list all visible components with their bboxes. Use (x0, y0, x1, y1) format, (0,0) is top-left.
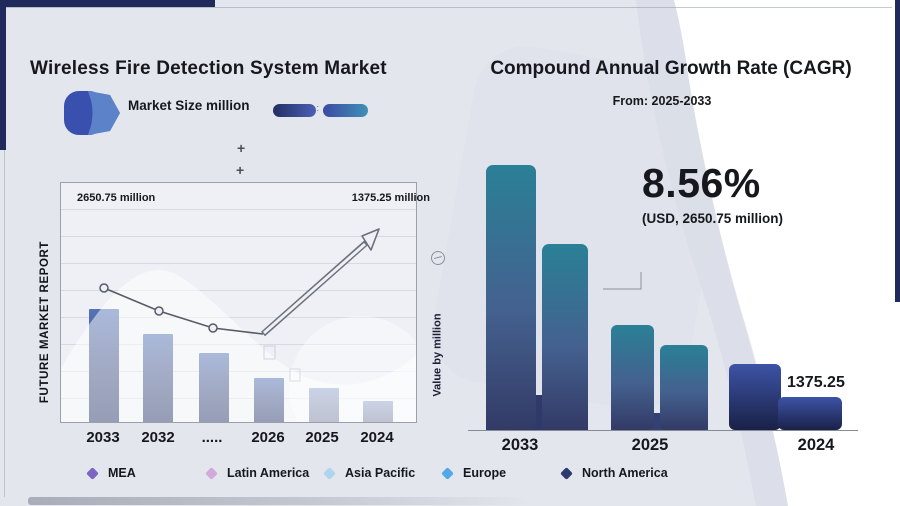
europe-diamond-icon (441, 466, 454, 480)
legend-item-europe: Europe (441, 466, 507, 480)
cagr-value: 8.56% (642, 160, 761, 206)
future-market-report-watermark: FUTURE MARKET REPORT (39, 240, 51, 404)
page-title: Wireless Fire Detection System Market (30, 58, 387, 79)
legend-label: MEA (108, 466, 136, 480)
gradient-pill-left (273, 104, 316, 117)
faint-doc-icon (263, 345, 276, 360)
gradient-pill-right (323, 104, 368, 117)
plus-mark-top: + (237, 140, 246, 156)
pill-separator: : (316, 103, 320, 113)
cagr-subtitle: From: 2025-2033 (612, 94, 712, 108)
legend-label: Latin America (227, 466, 310, 480)
bar-2024-secondary (778, 397, 842, 430)
line-marker-2 (154, 306, 164, 316)
bar-2025-secondary (660, 345, 708, 430)
arrow-head (361, 228, 380, 251)
x-label-dots: ..... (201, 429, 223, 446)
legend-item-mea: MEA (86, 466, 136, 480)
cagr-x-label-2033: 2033 (501, 436, 539, 454)
annotation-1375: 1375.25 million (351, 192, 430, 204)
x-label-2032: 2032 (141, 429, 175, 446)
market-size-label: Market Size million (128, 98, 250, 113)
white-curve-region (674, 0, 900, 506)
trend-line-overlay (61, 228, 416, 422)
cagr-title: Compound Annual Growth Rate (CAGR) (490, 58, 852, 79)
mountain-watermark (61, 269, 416, 422)
left-navy-strip (0, 0, 6, 150)
frame-left-line (4, 7, 5, 497)
annotation-1375-right: 1375.25 (787, 374, 845, 391)
cagr-note: (USD, 2650.75 million) (642, 211, 784, 226)
step-annotation-line (603, 272, 642, 290)
legend-label: Asia Pacific (345, 466, 416, 480)
faint-doc-icon-2 (289, 368, 301, 382)
x-label-2026: 2026 (251, 429, 285, 446)
asia-pacific-diamond-icon (323, 466, 336, 480)
market-size-chart-panel: 2650.75 million 1375.25 million (60, 182, 430, 423)
x-label-2033: 2033 (86, 429, 120, 446)
north-america-diamond-icon (560, 466, 573, 480)
brand-logo-icon (64, 91, 120, 135)
bar-2024-primary (729, 364, 781, 430)
cagr-x-label-2025: 2025 (631, 436, 669, 454)
x-label-2025: 2025 (305, 429, 339, 446)
bar-2025-primary (611, 325, 654, 430)
hill-watermark (289, 316, 416, 422)
arrow-shaft-inner (263, 242, 366, 335)
line-marker-1 (99, 283, 109, 293)
legend-item-asia-pacific: Asia Pacific (323, 466, 416, 480)
cagr-x-label-2024: 2024 (797, 436, 835, 454)
right-navy-strip (895, 0, 900, 302)
legend-label: Europe (463, 466, 507, 480)
plus-mark-bottom: + (236, 162, 245, 178)
latin-america-diamond-icon (205, 466, 218, 480)
x-label-2024: 2024 (360, 429, 394, 446)
legend-item-latin-america: Latin America (205, 466, 310, 480)
bottom-shadow-strip (28, 497, 532, 505)
top-navy-strip (0, 0, 215, 7)
frame-top-line (6, 7, 892, 8)
bar-2033-secondary (542, 244, 588, 430)
mea-diamond-icon (86, 466, 99, 480)
line-marker-3 (208, 323, 218, 333)
legend-item-north-america: North America (560, 466, 668, 480)
cagr-bar-chart (468, 165, 858, 431)
value-axis-label: Value by million (431, 313, 444, 397)
legend-label: North America (582, 466, 668, 480)
trend-line (103, 287, 264, 335)
annotation-2650: 2650.75 million (77, 192, 156, 204)
bar-2033-primary (486, 165, 536, 430)
